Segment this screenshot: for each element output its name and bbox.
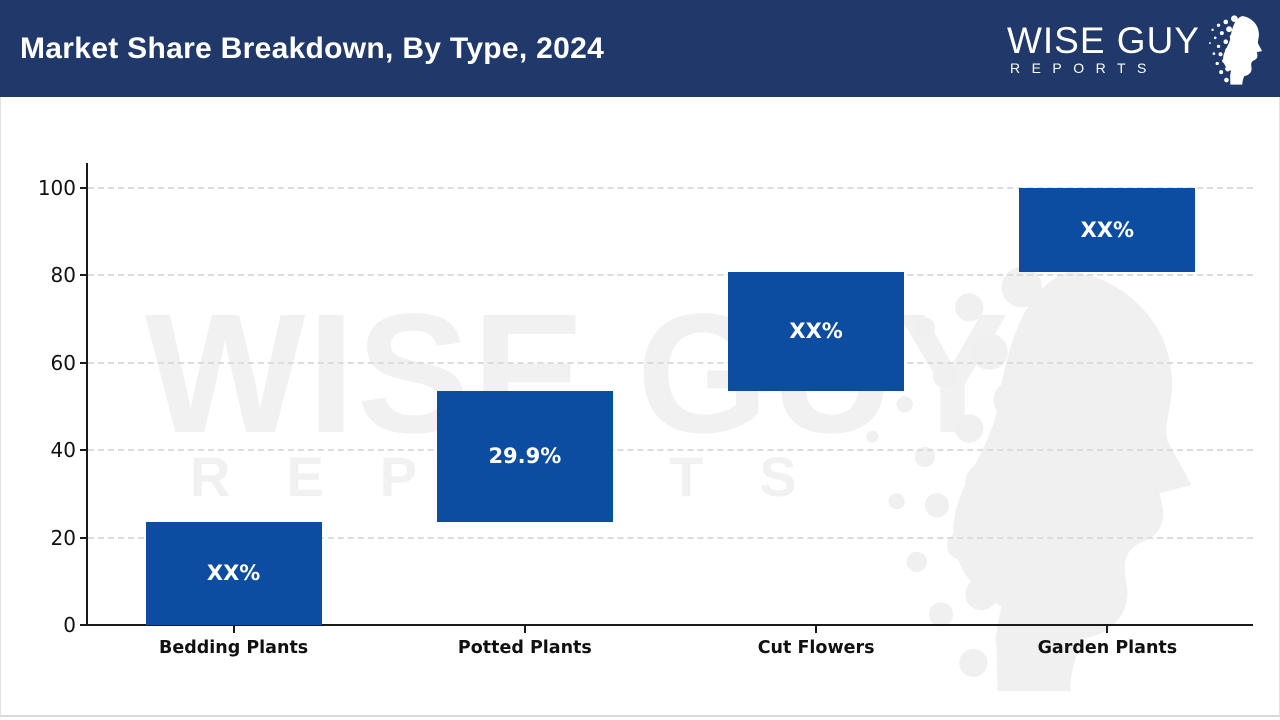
wiseguy-reports-logo: WISE GUY REPORTS [1002, 0, 1272, 97]
gridline [88, 449, 1253, 451]
bar-value-label: XX% [1080, 217, 1135, 242]
bar: XX% [1019, 187, 1196, 272]
gridline [88, 274, 1253, 276]
y-tick-label: 0 [63, 613, 76, 637]
x-tick-mark [815, 626, 818, 633]
bar: XX% [145, 521, 322, 625]
gridline [88, 536, 1253, 539]
x-axis-label: Potted Plants [457, 638, 592, 658]
dotted-face-profile-icon [1204, 8, 1270, 90]
y-tick-mark [80, 449, 87, 451]
y-tick-label: 100 [37, 175, 76, 200]
y-tick-mark [80, 361, 87, 364]
x-axis-label: Cut Flowers [757, 638, 875, 658]
logo-text: WISE GUY REPORTS [1007, 22, 1200, 76]
y-axis [86, 163, 88, 625]
logo-wordmark: WISE GUY [1006, 20, 1200, 61]
x-tick-mark [1106, 626, 1109, 633]
y-tick-label: 80 [50, 263, 76, 287]
x-tick-mark [523, 626, 526, 633]
bar: XX% [728, 271, 905, 391]
y-tick-mark [80, 624, 87, 626]
bar-value-label: XX% [206, 561, 261, 586]
gridline [88, 361, 1253, 364]
y-tick-label: 20 [50, 525, 76, 550]
x-axis-label: Bedding Plants [159, 638, 309, 658]
plot-area: WISE GUY REPORTS 020406080100XX%Bedding … [0, 97, 1280, 718]
y-tick-label: 40 [50, 438, 76, 462]
bar-value-label: 29.9% [488, 444, 562, 469]
bar: 29.9% [436, 390, 613, 522]
logo-subtitle: REPORTS [1009, 60, 1158, 76]
gridline [88, 186, 1253, 189]
y-tick-mark [80, 536, 87, 539]
header-bar: Market Share Breakdown, By Type, 2024 WI… [0, 0, 1280, 97]
y-tick-mark [80, 274, 87, 276]
y-tick-label: 60 [50, 350, 76, 375]
page-title: Market Share Breakdown, By Type, 2024 [20, 31, 605, 65]
y-tick-mark [80, 186, 87, 189]
x-axis-label: Garden Plants [1037, 638, 1178, 658]
bar-value-label: XX% [789, 319, 843, 344]
x-tick-mark [232, 626, 235, 633]
x-axis [86, 624, 1253, 626]
